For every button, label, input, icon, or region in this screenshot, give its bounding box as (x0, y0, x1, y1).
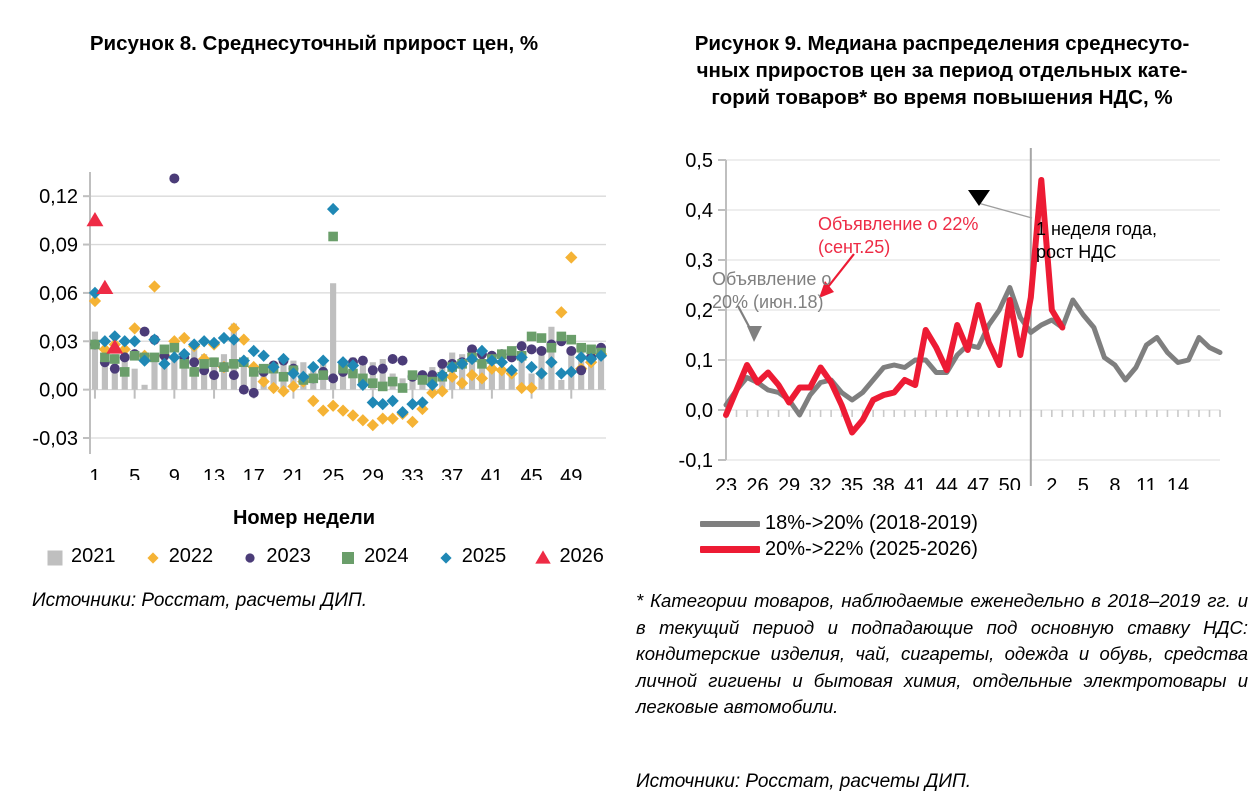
annotation-grey-line-2: 20% (июн.18) (712, 292, 824, 312)
svg-text:0,5: 0,5 (685, 150, 713, 172)
svg-text:29: 29 (362, 466, 384, 480)
svg-text:8: 8 (1109, 475, 1120, 490)
figure-8-xaxis-title: Номер недели (232, 507, 376, 529)
legend-item-2023[interactable]: 2023 (239, 545, 311, 568)
svg-text:0,12: 0,12 (39, 186, 78, 208)
svg-text:2: 2 (1046, 475, 1057, 490)
figure-9-title-line-1: Рисунок 9. Медиана распределения среднес… (694, 32, 1190, 55)
figure-9-title-line-2: чных приростов цен за период отдельных к… (696, 59, 1188, 82)
legend-label: 18%->20% (2018-2019) (765, 512, 978, 534)
annotation-black-line-1: 1 неделя года, (1036, 219, 1158, 239)
legend-label: 20%->22% (2025-2026) (765, 538, 978, 560)
legend-item-2026[interactable]: 2026 (532, 545, 604, 568)
svg-text:0,4: 0,4 (685, 200, 713, 222)
svg-text:1: 1 (89, 466, 100, 480)
figure-8-legend: 2021 2022 2023 2024 2025 2026 (44, 545, 604, 568)
svg-text:17: 17 (243, 466, 265, 480)
legend-label: 2026 (559, 545, 604, 567)
svg-text:33: 33 (401, 466, 423, 480)
diamond-icon (147, 551, 159, 564)
svg-text:13: 13 (203, 466, 225, 480)
legend-line-swatch (700, 520, 760, 527)
svg-text:0,1: 0,1 (685, 350, 713, 372)
legend-label: 2022 (168, 545, 214, 567)
svg-text:29: 29 (778, 475, 800, 490)
annotation-black-line-2: рост НДС (1036, 242, 1117, 262)
legend-line-swatch (700, 546, 760, 553)
svg-text:41: 41 (904, 475, 926, 490)
legend-item-vat-20-22[interactable]: 20%->22% (2025-2026) (700, 538, 978, 561)
figure-9-title-line-3: горий товаров* во время повышения НДС, % (711, 86, 1173, 109)
svg-text:44: 44 (936, 475, 958, 490)
svg-text:25: 25 (322, 466, 344, 480)
legend-item-2024[interactable]: 2024 (337, 545, 409, 568)
figure-9-footnote: * Категории товаров, наблюдаемые еженеде… (636, 590, 1248, 717)
annotation-red-line-1: Объявление о 22% (818, 214, 979, 234)
legend-item-vat-18-20[interactable]: 18%->20% (2018-2019) (700, 512, 978, 535)
svg-text:9: 9 (169, 466, 180, 480)
svg-text:14: 14 (1167, 475, 1189, 490)
svg-text:35: 35 (841, 475, 863, 490)
triangle-icon (535, 549, 552, 564)
figure-8-panel: Рисунок 8. Среднесуточный прирост цен, %… (32, 32, 608, 611)
svg-text:26: 26 (746, 475, 768, 490)
svg-text:23: 23 (715, 475, 737, 490)
svg-text:49: 49 (560, 466, 582, 480)
svg-text:0,00: 0,00 (39, 380, 78, 402)
figure-9-chart: -0,1 0,0 0,1 0,2 0,3 0,4 0,5 23 26 29 32 35 38 41 44 47… (679, 148, 1223, 490)
legend-label: 2023 (266, 545, 311, 567)
svg-text:5: 5 (1078, 475, 1089, 490)
svg-text:37: 37 (441, 466, 463, 480)
svg-text:0,0: 0,0 (685, 400, 713, 422)
svg-text:0,2: 0,2 (685, 300, 713, 322)
legend-label: 2025 (461, 545, 507, 567)
svg-text:45: 45 (520, 466, 542, 480)
svg-text:47: 47 (967, 475, 989, 490)
figure-9-panel: Рисунок 9. Медиана распределения среднес… (628, 0, 1255, 803)
annotation-red-line-2: (сент.25) (818, 237, 891, 257)
svg-text:32: 32 (809, 475, 831, 490)
figure-9-legend: 18%->20% (2018-2019) 20%->22% (2025-2026) (700, 512, 978, 564)
svg-text:-0,1: -0,1 (679, 450, 713, 472)
legend-item-2021[interactable]: 2021 (44, 545, 116, 568)
svg-text:38: 38 (873, 475, 895, 490)
annotation-grey-line-1: Объявление о (712, 269, 832, 289)
svg-text:41: 41 (481, 466, 503, 480)
svg-text:5: 5 (129, 466, 140, 480)
square-icon (47, 550, 63, 565)
square-icon (342, 551, 355, 564)
svg-text:50: 50 (999, 475, 1021, 490)
circle-icon (245, 552, 255, 563)
figure-8-title: Рисунок 8. Среднесуточный прирост цен, % (89, 32, 539, 55)
figure-9-source: Источники: Росстат, расчеты ДИП. (636, 771, 972, 792)
diamond-icon (440, 551, 452, 564)
svg-text:11: 11 (1136, 475, 1157, 490)
svg-text:0,3: 0,3 (685, 250, 713, 272)
svg-text:21: 21 (282, 466, 304, 480)
legend-label: 2024 (364, 545, 409, 567)
legend-item-2022[interactable]: 2022 (142, 545, 214, 568)
svg-text:0,03: 0,03 (39, 331, 78, 353)
figure-8-source: Источники: Росстат, расчеты ДИП. (32, 590, 368, 611)
figure-8-chart: -0,03 0,00 0,03 0,06 0,09 0,12 1 5 9 13 17 21 25 29 33… (32, 172, 608, 480)
svg-text:-0,03: -0,03 (32, 428, 78, 450)
legend-item-2025[interactable]: 2025 (435, 545, 507, 568)
legend-label: 2021 (71, 545, 116, 567)
svg-text:0,06: 0,06 (39, 283, 78, 305)
svg-text:0,09: 0,09 (39, 235, 78, 257)
